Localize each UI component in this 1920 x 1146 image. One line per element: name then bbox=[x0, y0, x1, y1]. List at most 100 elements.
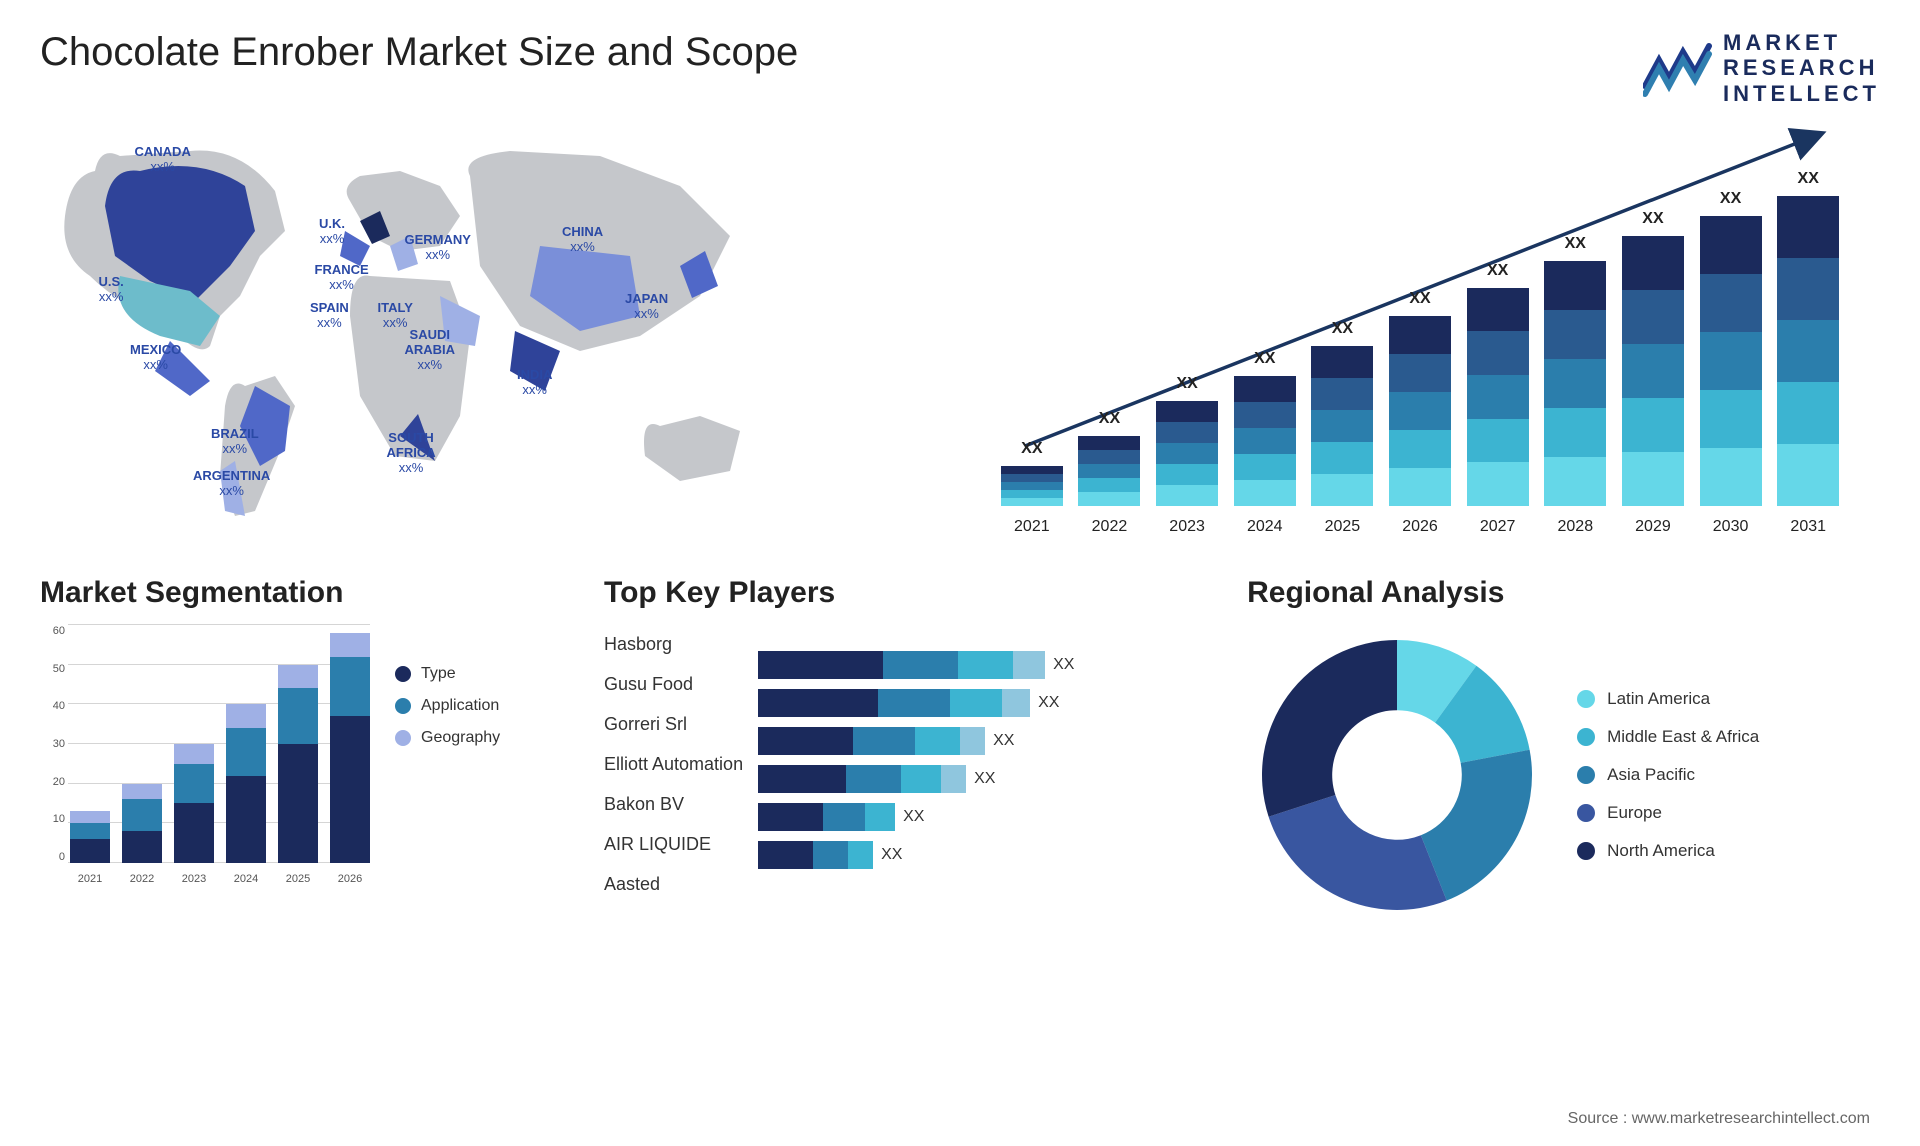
map-label-saudiarabia: SAUDIARABIAxx% bbox=[405, 328, 456, 373]
seg-xtick-2024: 2024 bbox=[226, 873, 266, 885]
map-label-us: U.S.xx% bbox=[99, 275, 124, 305]
seg-xtick-2025: 2025 bbox=[278, 873, 318, 885]
segmentation-panel: Market Segmentation 6050403020100 202120… bbox=[40, 576, 574, 925]
player-name-elliottautomation: Elliott Automation bbox=[604, 754, 743, 775]
forecast-axis-2027: 2027 bbox=[1466, 518, 1530, 536]
map-label-germany: GERMANYxx% bbox=[405, 233, 471, 263]
map-label-italy: ITALYxx% bbox=[378, 301, 413, 331]
forecast-axis-2028: 2028 bbox=[1543, 518, 1607, 536]
logo-line-3: INTELLECT bbox=[1723, 81, 1880, 106]
bottom-section: Market Segmentation 6050403020100 202120… bbox=[40, 576, 1880, 925]
map-label-southafrica: SOUTHAFRICAxx% bbox=[387, 431, 436, 476]
forecast-axis-2026: 2026 bbox=[1388, 518, 1452, 536]
segmentation-legend: Type Application Geography bbox=[395, 625, 500, 885]
region-legend-northamerica: North America bbox=[1577, 841, 1759, 861]
seg-xtick-2026: 2026 bbox=[330, 873, 370, 885]
forecast-axis-2023: 2023 bbox=[1155, 518, 1219, 536]
regional-title: Regional Analysis bbox=[1247, 576, 1880, 610]
forecast-bar-2031: XX bbox=[1776, 196, 1840, 506]
map-label-india: INDIAxx% bbox=[517, 368, 552, 398]
segmentation-bars bbox=[70, 625, 370, 863]
regional-legend: Latin America Middle East & Africa Asia Pa… bbox=[1577, 689, 1759, 861]
segmentation-y-axis: 60 50 40 30 20 10 0 bbox=[40, 625, 65, 863]
forecast-bar-2023: XX bbox=[1155, 401, 1219, 506]
players-title: Top Key Players bbox=[604, 576, 1217, 610]
player-bar-row-2: XX bbox=[758, 727, 1217, 755]
map-label-china: CHINAxx% bbox=[562, 225, 603, 255]
seg-ytick-30: 30 bbox=[40, 738, 65, 750]
players-bars: XXXXXXXXXXXX bbox=[758, 625, 1217, 905]
player-name-hasborg: Hasborg bbox=[604, 634, 743, 655]
seg-legend-type: Type bbox=[395, 665, 500, 683]
seg-bar-2025 bbox=[278, 665, 318, 863]
segmentation-title: Market Segmentation bbox=[40, 576, 574, 610]
seg-legend-application: Application bbox=[395, 697, 500, 715]
region-legend-middleeastafrica: Middle East & Africa bbox=[1577, 727, 1759, 747]
player-bar-row-5: XX bbox=[758, 841, 1217, 869]
region-legend-asiapacific: Asia Pacific bbox=[1577, 765, 1759, 785]
map-label-argentina: ARGENTINAxx% bbox=[193, 469, 270, 499]
forecast-bar-2026: XX bbox=[1388, 316, 1452, 506]
forecast-bar-2030: XX bbox=[1699, 216, 1763, 506]
header: Chocolate Enrober Market Size and Scope … bbox=[40, 20, 1880, 106]
seg-legend-geography: Geography bbox=[395, 729, 500, 747]
segmentation-x-axis: 2021 2022 2023 2024 2025 2026 bbox=[70, 873, 370, 885]
logo-waves-icon bbox=[1643, 38, 1713, 98]
region-legend-latinamerica: Latin America bbox=[1577, 689, 1759, 709]
forecast-axis-2029: 2029 bbox=[1621, 518, 1685, 536]
seg-xtick-2022: 2022 bbox=[122, 873, 162, 885]
seg-bar-2021 bbox=[70, 811, 110, 863]
map-label-brazil: BRAZILxx% bbox=[211, 427, 259, 457]
logo-line-2: RESEARCH bbox=[1723, 55, 1880, 80]
seg-ytick-10: 10 bbox=[40, 813, 65, 825]
map-label-japan: JAPANxx% bbox=[625, 292, 668, 322]
forecast-axis-2022: 2022 bbox=[1078, 518, 1142, 536]
page-title: Chocolate Enrober Market Size and Scope bbox=[40, 20, 798, 95]
region-legend-europe: Europe bbox=[1577, 803, 1759, 823]
player-name-gusufood: Gusu Food bbox=[604, 674, 743, 695]
top-section: CANADAxx% U.S.xx% MEXICOxx% BRAZILxx% ARGENT… bbox=[40, 116, 1880, 536]
seg-ytick-60: 60 bbox=[40, 625, 65, 637]
map-label-spain: SPAINxx% bbox=[310, 301, 349, 331]
seg-bar-2023 bbox=[174, 744, 214, 863]
seg-bar-2024 bbox=[226, 704, 266, 863]
player-bar-row-3: XX bbox=[758, 765, 1217, 793]
seg-ytick-40: 40 bbox=[40, 700, 65, 712]
seg-ytick-50: 50 bbox=[40, 663, 65, 675]
regional-panel: Regional Analysis Latin America Middle Ea… bbox=[1247, 576, 1880, 925]
forecast-bar-2028: XX bbox=[1543, 261, 1607, 506]
regional-donut-chart bbox=[1247, 625, 1547, 925]
map-label-canada: CANADAxx% bbox=[135, 145, 191, 175]
player-bar-row-4: XX bbox=[758, 803, 1217, 831]
map-label-uk: U.K.xx% bbox=[319, 217, 345, 247]
map-label-france: FRANCExx% bbox=[315, 263, 369, 293]
player-name-airliquide: AIR LIQUIDE bbox=[604, 834, 743, 855]
forecast-bar-2024: XX bbox=[1233, 376, 1297, 506]
players-names: HasborgGusu FoodGorreri SrlElliott Autom… bbox=[604, 625, 743, 905]
player-name-bakonbv: Bakon BV bbox=[604, 794, 743, 815]
source-text: Source : www.marketresearchintellect.com bbox=[1568, 1110, 1870, 1128]
forecast-bar-2025: XX bbox=[1311, 346, 1375, 506]
world-map: CANADAxx% U.S.xx% MEXICOxx% BRAZILxx% ARGENT… bbox=[40, 116, 940, 536]
logo-line-1: MARKET bbox=[1723, 30, 1880, 55]
forecast-bar-2029: XX bbox=[1621, 236, 1685, 506]
seg-ytick-0: 0 bbox=[40, 851, 65, 863]
forecast-chart: XXXXXXXXXXXXXXXXXXXXXX 20212022202320242… bbox=[980, 116, 1850, 536]
forecast-bar-2027: XX bbox=[1466, 288, 1530, 506]
seg-xtick-2023: 2023 bbox=[174, 873, 214, 885]
seg-ytick-20: 20 bbox=[40, 776, 65, 788]
player-name-aasted: Aasted bbox=[604, 874, 743, 895]
segmentation-chart: 60 50 40 30 20 10 0 2021 2022 2023 2024 2025 2026 bbox=[40, 625, 370, 885]
forecast-bar-2022: XX bbox=[1078, 436, 1142, 506]
player-bar-row-1: XX bbox=[758, 689, 1217, 717]
map-label-mexico: MEXICOxx% bbox=[130, 343, 181, 373]
forecast-bars: XXXXXXXXXXXXXXXXXXXXXX bbox=[1000, 186, 1840, 506]
forecast-axis-2030: 2030 bbox=[1699, 518, 1763, 536]
forecast-axis-2024: 2024 bbox=[1233, 518, 1297, 536]
seg-xtick-2021: 2021 bbox=[70, 873, 110, 885]
players-panel: Top Key Players HasborgGusu FoodGorreri … bbox=[604, 576, 1217, 925]
forecast-bar-2021: XX bbox=[1000, 466, 1064, 506]
map-svg bbox=[40, 116, 940, 536]
brand-logo: MARKET RESEARCH INTELLECT bbox=[1643, 20, 1880, 106]
forecast-axis-2031: 2031 bbox=[1776, 518, 1840, 536]
